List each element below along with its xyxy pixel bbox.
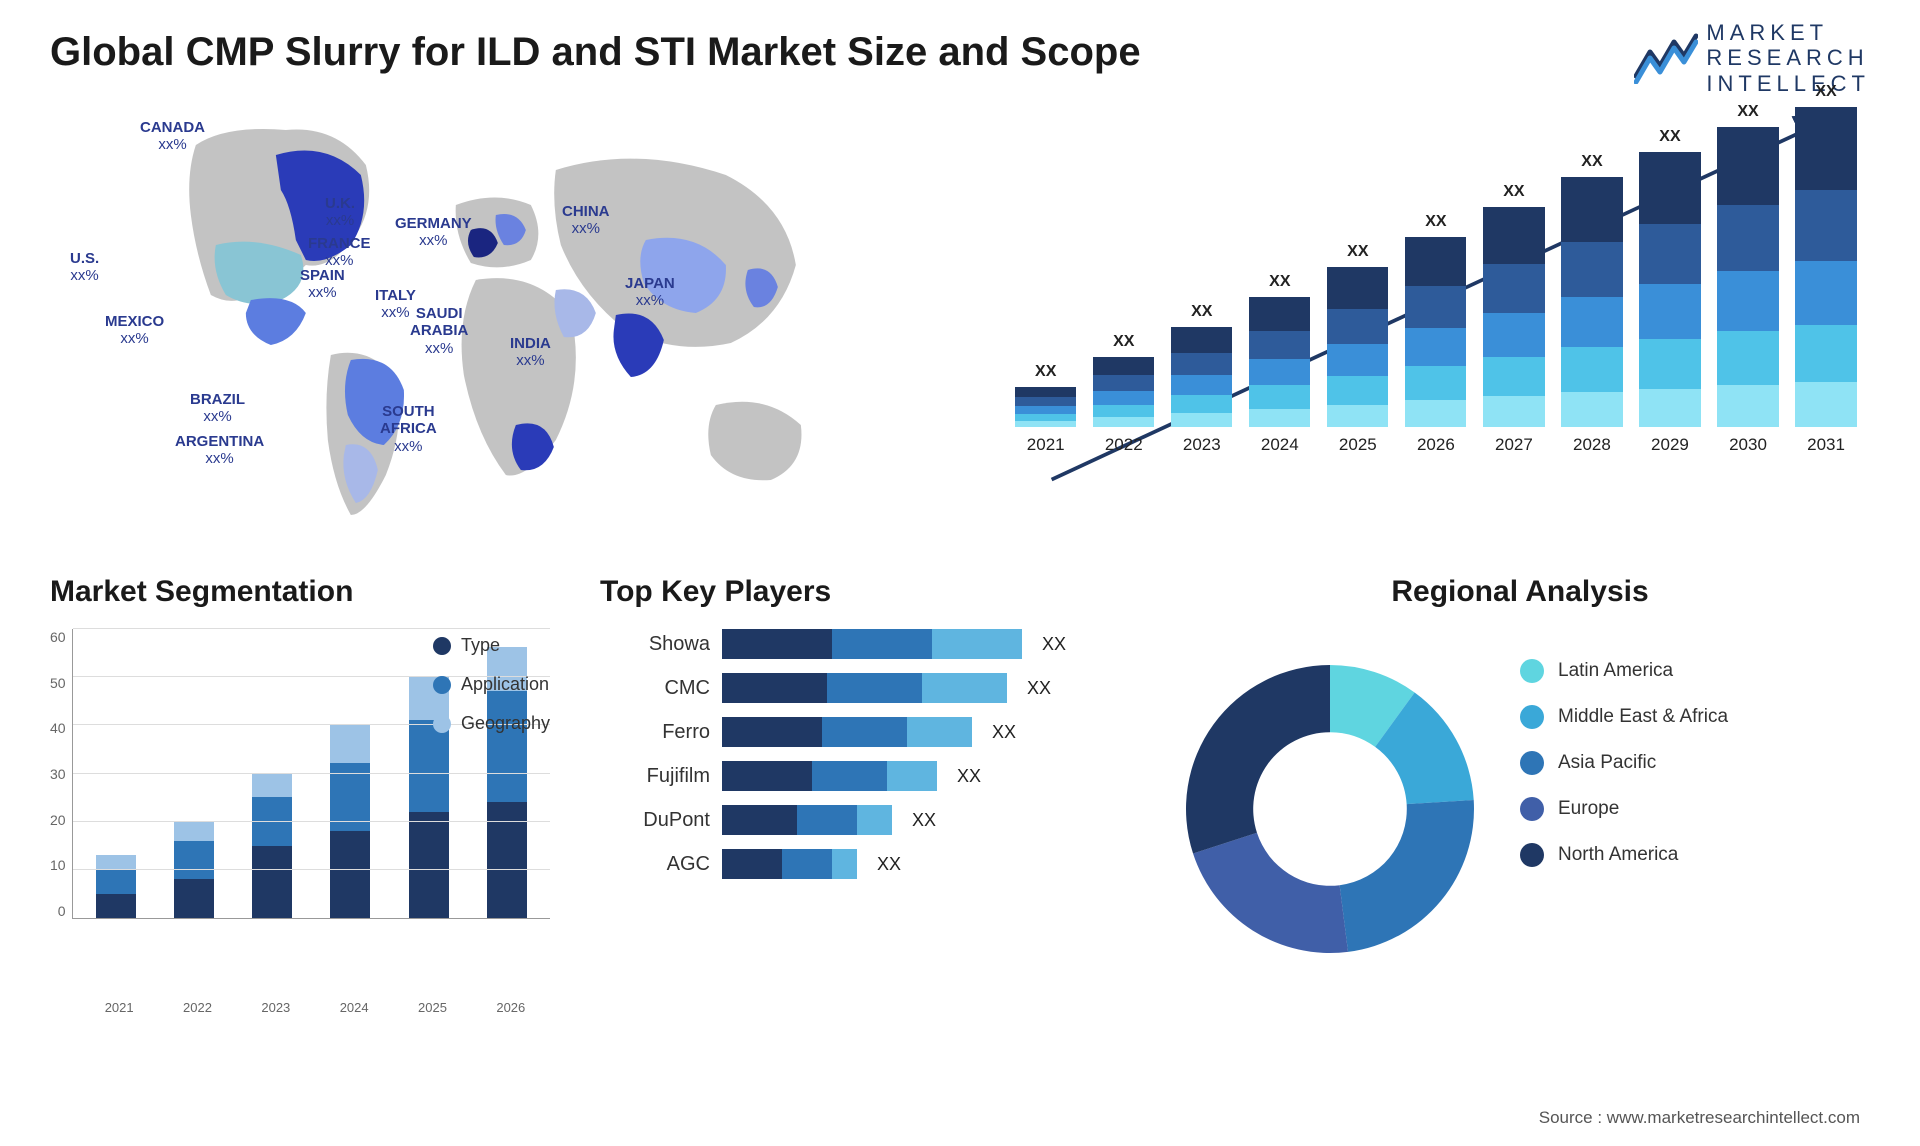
map-label-argentina: ARGENTINAxx% (175, 433, 264, 468)
region-legend-item: North America (1520, 843, 1728, 867)
seg-ytick: 60 (50, 629, 66, 645)
regional-donut-chart (1170, 649, 1490, 969)
region-legend-item: Middle East & Africa (1520, 705, 1728, 729)
map-label-france: FRANCExx% (308, 235, 371, 270)
regional-title: Regional Analysis (1170, 575, 1870, 609)
donut-slice (1340, 800, 1474, 952)
seg-legend-item: Geography (433, 713, 550, 734)
growth-bar-2022: XX2022 (1090, 333, 1158, 455)
market-growth-chart: XX2021XX2022XX2023XX2024XX2025XX2026XX20… (1002, 95, 1870, 535)
seg-xtick: 2024 (340, 1000, 369, 1015)
map-label-china: CHINAxx% (562, 203, 610, 238)
seg-bar-2021 (96, 855, 136, 918)
map-label-brazil: BRAZILxx% (190, 391, 245, 426)
seg-ytick: 0 (58, 903, 66, 919)
map-label-germany: GERMANYxx% (395, 215, 472, 250)
logo-mark-icon (1634, 32, 1698, 84)
map-label-u-s-: U.S.xx% (70, 250, 99, 285)
player-row: AGCXX (600, 849, 1120, 879)
seg-xtick: 2023 (261, 1000, 290, 1015)
growth-bar-2029: XX2029 (1636, 128, 1704, 455)
growth-bar-2027: XX2027 (1480, 183, 1548, 455)
seg-ytick: 10 (50, 857, 66, 873)
growth-bar-2026: XX2026 (1402, 213, 1470, 455)
growth-bar-2025: XX2025 (1324, 243, 1392, 455)
growth-bar-2031: XX2031 (1792, 83, 1860, 455)
seg-bar-2023 (252, 773, 292, 918)
donut-slice (1186, 665, 1330, 853)
segmentation-panel: Market Segmentation 60 50 40 30 20 10 0 2021 20… (50, 575, 550, 1035)
player-row: DuPontXX (600, 805, 1120, 835)
map-label-spain: SPAINxx% (300, 267, 345, 302)
players-panel: Top Key Players ShowaXX CMCXX FerroXX Fujif… (600, 575, 1120, 1035)
seg-legend-item: Application (433, 674, 550, 695)
seg-xtick: 2022 (183, 1000, 212, 1015)
growth-bar-2028: XX2028 (1558, 153, 1626, 455)
region-legend-item: Europe (1520, 797, 1728, 821)
seg-legend-item: Type (433, 635, 550, 656)
growth-bar-2021: XX2021 (1012, 363, 1080, 455)
map-label-mexico: MEXICOxx% (105, 313, 164, 348)
seg-xtick: 2021 (105, 1000, 134, 1015)
seg-xtick: 2026 (496, 1000, 525, 1015)
donut-slice (1193, 833, 1348, 953)
regional-panel: Regional Analysis Latin America Middle Ea… (1170, 575, 1870, 1035)
player-row: FerroXX (600, 717, 1120, 747)
map-label-japan: JAPANxx% (625, 275, 675, 310)
world-map: CANADAxx% U.S.xx%MEXICOxx% BRAZILxx% ARGENT… (50, 95, 962, 535)
world-map-svg (50, 95, 962, 535)
seg-ytick: 30 (50, 766, 66, 782)
player-row: FujifilmXX (600, 761, 1120, 791)
players-title: Top Key Players (600, 575, 1120, 609)
page-title: Global CMP Slurry for ILD and STI Market… (50, 30, 1870, 75)
seg-xtick: 2025 (418, 1000, 447, 1015)
growth-bar-2023: XX2023 (1168, 303, 1236, 455)
seg-ytick: 50 (50, 675, 66, 691)
seg-ytick: 20 (50, 812, 66, 828)
source-attribution: Source : www.marketresearchintellect.com (1539, 1108, 1860, 1128)
map-label-saudi-arabia: SAUDIARABIAxx% (410, 305, 468, 357)
player-row: CMCXX (600, 673, 1120, 703)
growth-bar-2030: XX2030 (1714, 103, 1782, 455)
map-label-south-africa: SOUTHAFRICAxx% (380, 403, 437, 455)
map-label-u-k-: U.K.xx% (325, 195, 355, 230)
segmentation-title: Market Segmentation (50, 575, 550, 609)
map-label-india: INDIAxx% (510, 335, 551, 370)
region-legend-item: Asia Pacific (1520, 751, 1728, 775)
map-label-canada: CANADAxx% (140, 119, 205, 154)
region-legend-item: Latin America (1520, 659, 1728, 683)
growth-bar-2024: XX2024 (1246, 273, 1314, 455)
seg-ytick: 40 (50, 720, 66, 736)
player-row: ShowaXX (600, 629, 1120, 659)
